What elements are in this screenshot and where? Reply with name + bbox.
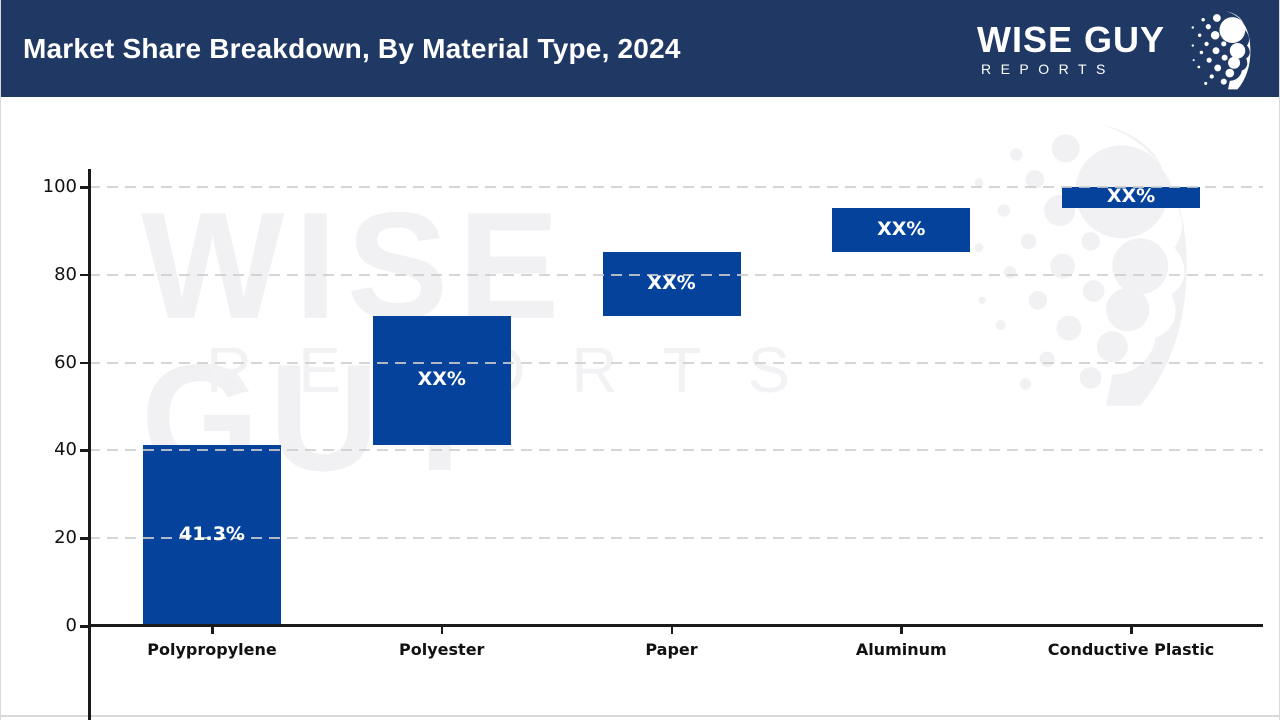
bar-value-label: XX% (877, 217, 926, 240)
header-band: Market Share Breakdown, By Material Type… (1, 0, 1279, 97)
y-tick-0 (80, 625, 89, 628)
bar-aluminum (832, 207, 971, 252)
x-tick-4 (1130, 626, 1133, 634)
bar-paper (602, 251, 741, 316)
x-tick-0 (211, 626, 214, 634)
wise-guy-reports-logo: WISE GUY REPORTS (977, 7, 1253, 91)
x-tick-3 (900, 626, 903, 634)
gridline-20 (89, 537, 1263, 540)
y-tick-100 (80, 186, 89, 189)
x-category-label: Paper (645, 640, 698, 659)
bar-value-label: XX% (417, 368, 466, 391)
bar-polypropylene (143, 444, 281, 626)
bar-polyester (372, 315, 511, 445)
x-category-label: Aluminum (855, 640, 947, 659)
x-category-label: Conductive Plastic (1047, 640, 1215, 659)
bar-value-label: XX% (1106, 185, 1156, 208)
y-tick-label-40: 40 (54, 439, 77, 461)
waterfall-chart: 41.3% XX% XX% XX% XX% 0 20 40 60 80 100 Polypropyl… (1, 97, 1279, 720)
logo-wordmark: WISE GUY REPORTS (976, 18, 1165, 77)
y-tick-label-60: 60 (54, 351, 77, 373)
x-tick-2 (670, 626, 673, 634)
x-category-label: Polyester (399, 640, 485, 659)
x-tick-1 (440, 626, 444, 634)
logo-brand-subtitle: REPORTS (980, 60, 1115, 77)
y-tick-label-0: 0 (65, 615, 77, 636)
y-axis-line (88, 169, 91, 720)
y-tick-60 (80, 361, 89, 365)
y-tick-label-20: 20 (54, 527, 77, 549)
y-tick-20 (80, 537, 89, 540)
bottom-divider (1, 715, 1279, 717)
page-title: Market Share Breakdown, By Material Type… (23, 32, 681, 64)
gridline-100 (89, 186, 1263, 188)
gridline-80 (89, 273, 1263, 276)
logo-brand-name: WISE GUY (976, 18, 1165, 60)
bar-value-label: XX% (647, 271, 696, 294)
gridline-60 (89, 361, 1263, 364)
bar-value-label: 41.3% (179, 523, 245, 546)
y-tick-80 (80, 273, 89, 277)
gridline-40 (89, 449, 1263, 452)
y-tick-label-100: 100 (42, 176, 77, 197)
y-tick-40 (80, 449, 89, 452)
wise-guy-face-logo-icon (1191, 10, 1251, 89)
x-axis-line (88, 624, 1263, 627)
y-tick-label-80: 80 (54, 263, 77, 285)
x-category-label: Polypropylene (147, 640, 277, 659)
